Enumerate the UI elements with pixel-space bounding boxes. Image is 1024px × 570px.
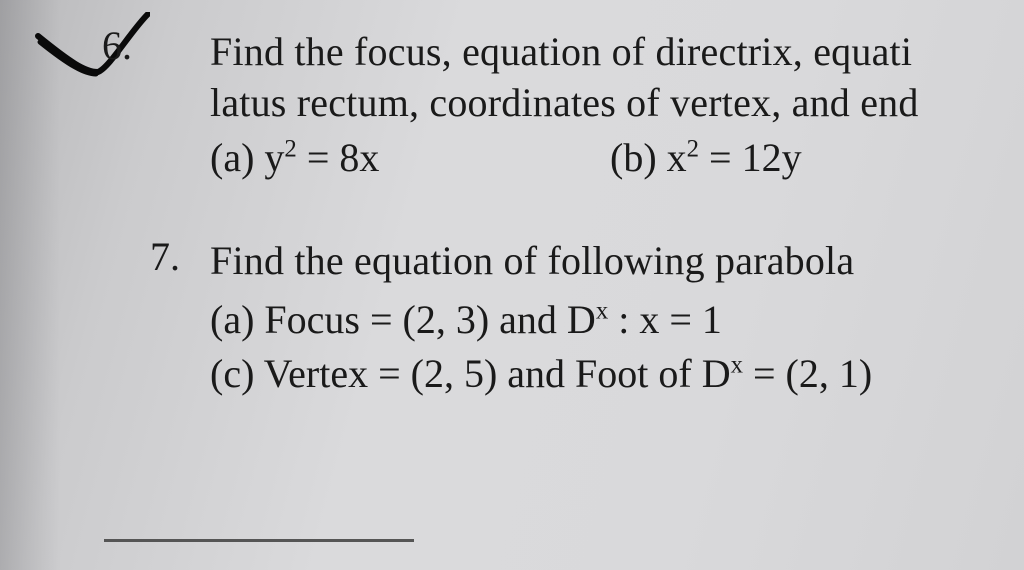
question-6-part-b: (b) x2 = 12y bbox=[610, 134, 802, 181]
q7-c-pre: Vertex = (2, 5) and Foot of D bbox=[264, 351, 731, 396]
question-6-stem: Find the focus, equation of directrix, e… bbox=[210, 26, 1024, 128]
page: 6. Find the focus, equation of directrix… bbox=[0, 0, 1024, 570]
horizontal-rule bbox=[104, 539, 414, 542]
question-7-parts: (a) Focus = (2, 3) and Dx : x = 1 (c) Ve… bbox=[210, 293, 1024, 402]
question-6-part-a: (a) y2 = 8x bbox=[210, 134, 610, 181]
question-6-number: 6. bbox=[72, 22, 132, 69]
q6-part-b-label: (b) bbox=[610, 135, 667, 180]
q6-a-sup: 2 bbox=[284, 136, 296, 163]
question-7-stem: Find the equation of following parabola bbox=[210, 235, 1024, 286]
q7-a-post: : x = 1 bbox=[608, 297, 722, 342]
question-7-part-a: (a) Focus = (2, 3) and Dx : x = 1 bbox=[210, 293, 1024, 347]
question-6-stem-line2: latus rectum, coordinates of vertex, and… bbox=[210, 80, 919, 125]
question-6-parts: (a) y2 = 8x (b) x2 = 12y bbox=[210, 134, 1024, 181]
q6-b-sup: 2 bbox=[687, 136, 699, 163]
question-6-body: Find the focus, equation of directrix, e… bbox=[210, 26, 1024, 181]
q6-part-a-label: (a) bbox=[210, 135, 264, 180]
question-7-part-c: (c) Vertex = (2, 5) and Foot of Dx = (2,… bbox=[210, 347, 1024, 401]
q6-a-post: = 8x bbox=[297, 135, 380, 180]
question-7: 7. Find the equation of following parabo… bbox=[0, 235, 1024, 401]
question-6: 6. Find the focus, equation of directrix… bbox=[0, 26, 1024, 181]
q7-c-sup: x bbox=[731, 352, 743, 379]
q6-b-pre: x bbox=[667, 135, 687, 180]
q7-a-pre: Focus = (2, 3) and D bbox=[264, 297, 595, 342]
q6-b-post: = 12y bbox=[699, 135, 802, 180]
q7-part-c-label: (c) bbox=[210, 351, 264, 396]
q6-a-pre: y bbox=[264, 135, 284, 180]
question-6-stem-line1: Find the focus, equation of directrix, e… bbox=[210, 29, 912, 74]
question-7-body: Find the equation of following parabola … bbox=[210, 235, 1024, 401]
q7-a-sup: x bbox=[596, 297, 608, 324]
q7-c-post: = (2, 1) bbox=[743, 351, 872, 396]
q7-part-a-label: (a) bbox=[210, 297, 264, 342]
question-7-number: 7. bbox=[120, 233, 180, 280]
